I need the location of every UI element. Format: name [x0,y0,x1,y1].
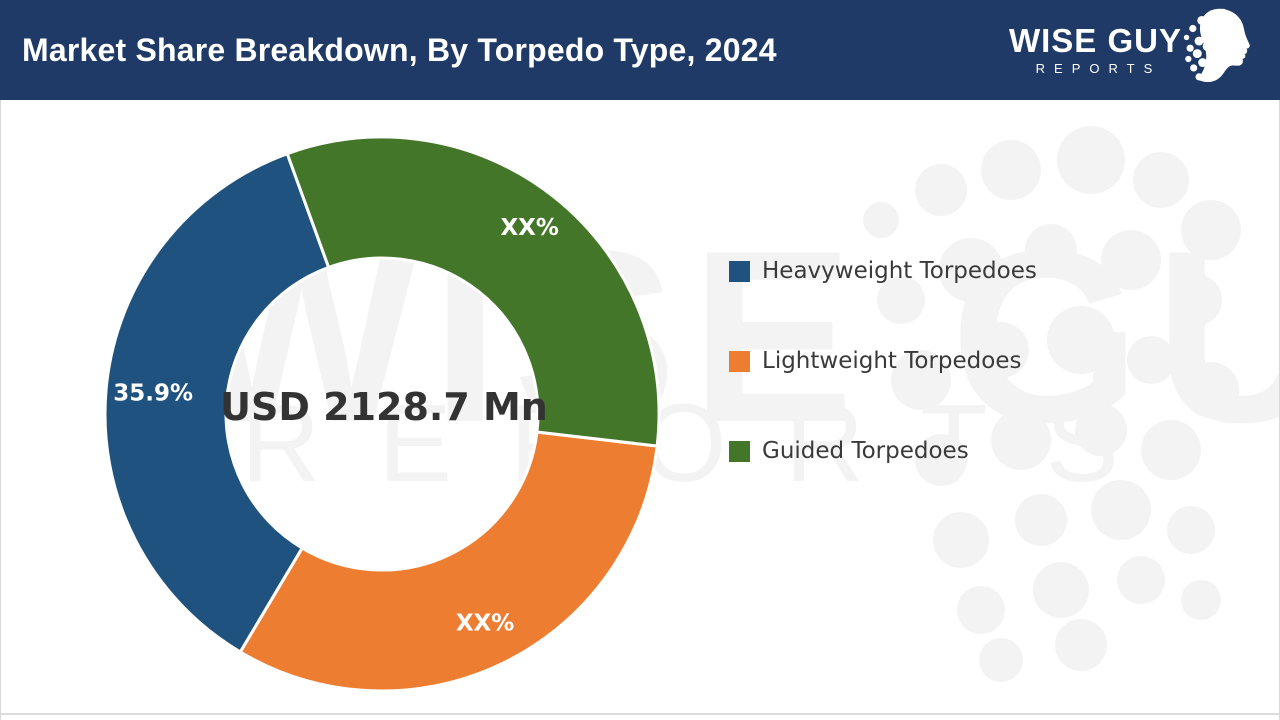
logo-face-icon [1183,8,1250,83]
legend-swatch-guided [729,440,750,462]
brand-logo: WISE GUY REPORTS [1009,7,1254,93]
donut-slice-guided-torpedoes [285,135,661,448]
chart-legend: Heavyweight Torpedoes Lightweight Torped… [729,258,1037,530]
legend-swatch-heavyweight [729,260,750,282]
slice-label-guided-torpedoes: XX% [500,215,559,241]
legend-item-lightweight: Lightweight Torpedoes [729,348,1037,374]
watermark-reports: REPORTS [241,382,1177,505]
legend-item-guided: Guided Torpedoes [729,438,1037,464]
logo-wordmark: WISE GUY REPORTS [1009,24,1182,76]
slice-label-lightweight-torpedoes: XX% [456,611,515,637]
legend-label-guided: Guided Torpedoes [762,438,969,464]
chart-center-value: USD 2128.7 Mn [220,385,548,429]
bottom-divider [1,713,1279,715]
slice-label-heavyweight-torpedoes: 35.9% [113,380,193,406]
header-bar: Market Share Breakdown, By Torpedo Type,… [0,0,1280,100]
chart-canvas: WISE GUY REPORTS 35.9%XX%XX% USD 2128.7 … [0,100,1280,720]
donut-slice-heavyweight-torpedoes [103,151,331,655]
page-title: Market Share Breakdown, By Torpedo Type,… [22,31,777,68]
legend-label-heavyweight: Heavyweight Torpedoes [762,258,1037,284]
legend-swatch-lightweight [729,350,750,372]
legend-label-lightweight: Lightweight Torpedoes [762,348,1022,374]
donut-chart: 35.9% XX% XX% [103,135,661,693]
legend-item-heavyweight: Heavyweight Torpedoes [729,258,1037,284]
logo-primary-text: WISE GUY [1008,22,1182,60]
watermark-face-dots [863,126,1241,682]
donut-slice-lightweight-torpedoes [238,430,659,693]
logo-secondary-text: REPORTS [1035,60,1162,76]
